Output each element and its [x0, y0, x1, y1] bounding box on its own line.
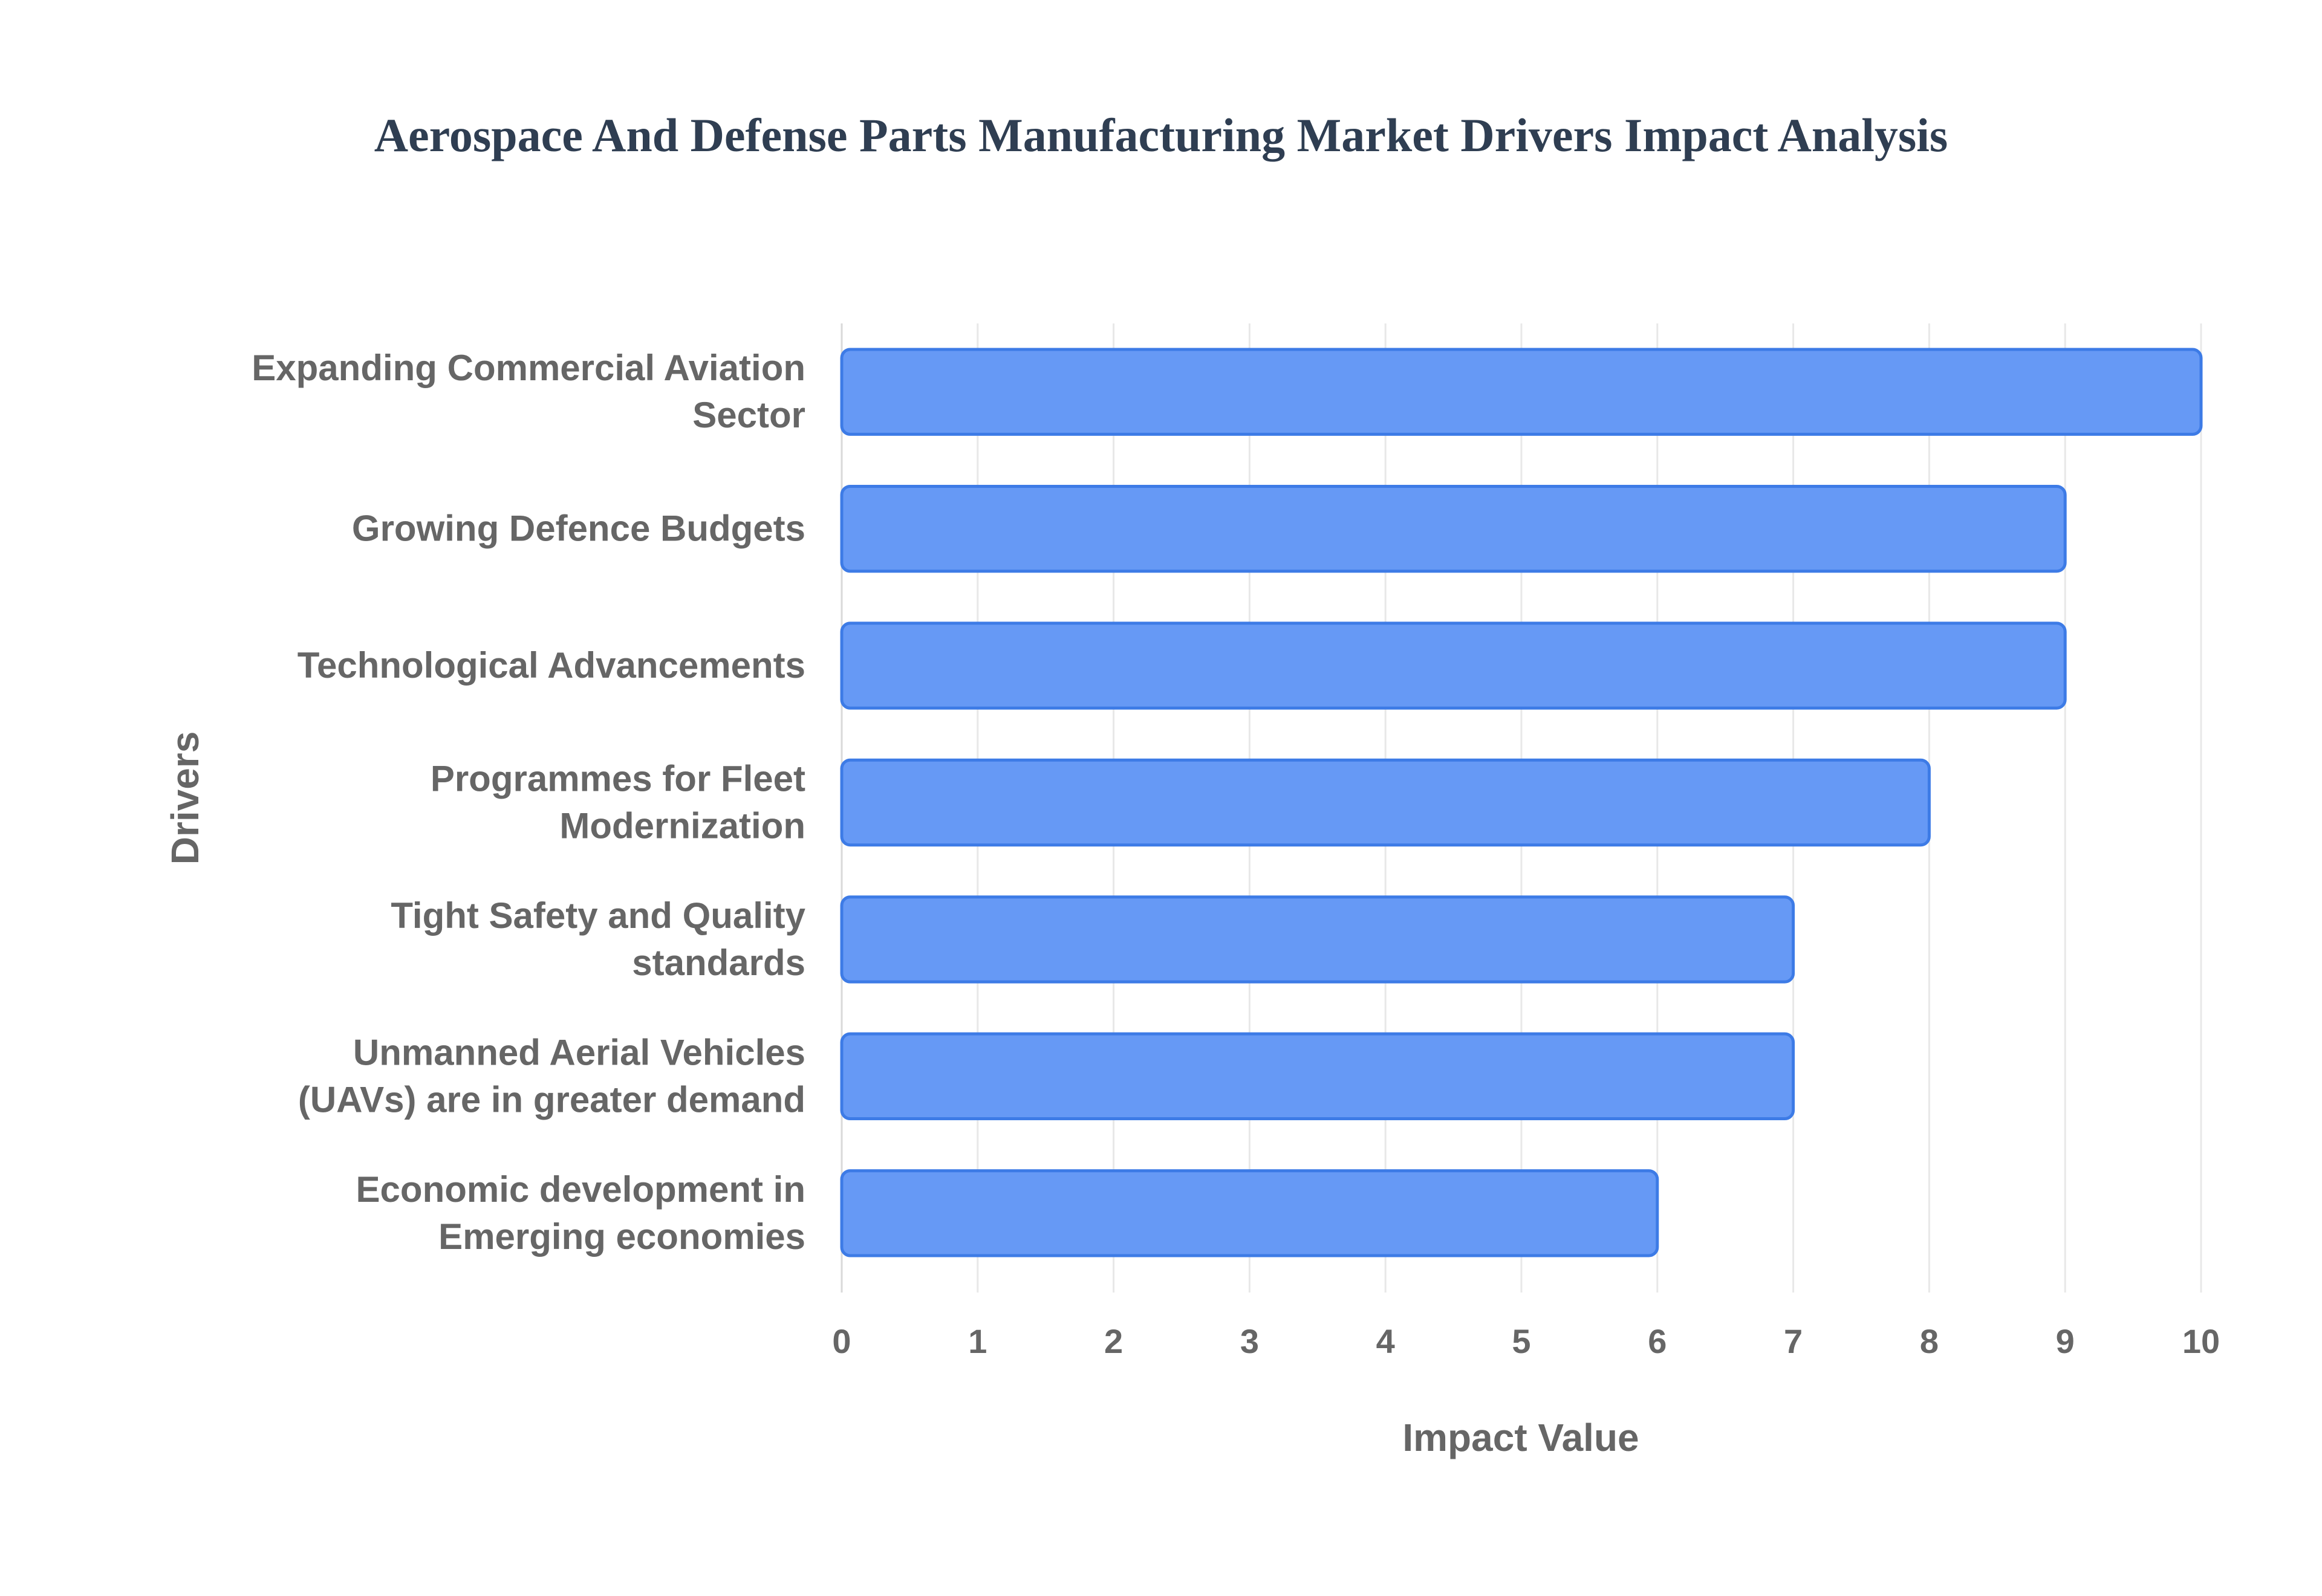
- category-label: (UAVs) are in greater demand: [298, 1079, 805, 1120]
- bar: [840, 758, 1931, 847]
- category-label: Unmanned Aerial Vehicles: [353, 1032, 805, 1072]
- bar: [840, 895, 1795, 984]
- x-tick-label: 9: [2056, 1322, 2075, 1360]
- category-label: Programmes for Fleet: [431, 759, 805, 799]
- x-tick-label: 2: [1104, 1322, 1123, 1360]
- category-label: standards: [632, 942, 805, 983]
- category-label: Tight Safety and Quality: [391, 895, 805, 936]
- x-tick-label: 0: [832, 1322, 851, 1360]
- category-label: Sector: [692, 395, 805, 435]
- x-tick-label: 8: [1920, 1322, 1939, 1360]
- x-tick-label: 6: [1648, 1322, 1667, 1360]
- category-label: Technological Advancements: [298, 645, 805, 686]
- x-tick-label: 5: [1512, 1322, 1530, 1360]
- bar: [840, 621, 2067, 710]
- bars: [840, 348, 2203, 1257]
- chart-title: Aerospace And Defense Parts Manufacturin…: [374, 109, 1948, 161]
- category-labels: Expanding Commercial Aviation Sector Growi…: [252, 348, 805, 1257]
- x-tick-label: 1: [968, 1322, 987, 1360]
- category-label: Economic development in: [356, 1169, 805, 1210]
- x-tick-labels: 0 1 2 3 4 5 6 7 8 9 10: [832, 1322, 2220, 1360]
- category-label: Expanding Commercial Aviation: [252, 348, 805, 388]
- bar: [840, 348, 2203, 436]
- bar: [840, 1032, 1795, 1121]
- x-tick-label: 7: [1784, 1322, 1803, 1360]
- category-label: Modernization: [559, 806, 805, 846]
- y-axis-title: Drivers: [163, 731, 207, 865]
- bar: [840, 1169, 1659, 1257]
- category-label: Growing Defence Budgets: [352, 508, 805, 549]
- bar: [840, 484, 2067, 573]
- category-label: Emerging economies: [438, 1216, 805, 1257]
- x-tick-label: 10: [2182, 1322, 2220, 1360]
- x-tick-label: 4: [1376, 1322, 1395, 1360]
- x-tick-label: 3: [1240, 1322, 1259, 1360]
- x-axis-title: Impact Value: [1402, 1416, 1639, 1459]
